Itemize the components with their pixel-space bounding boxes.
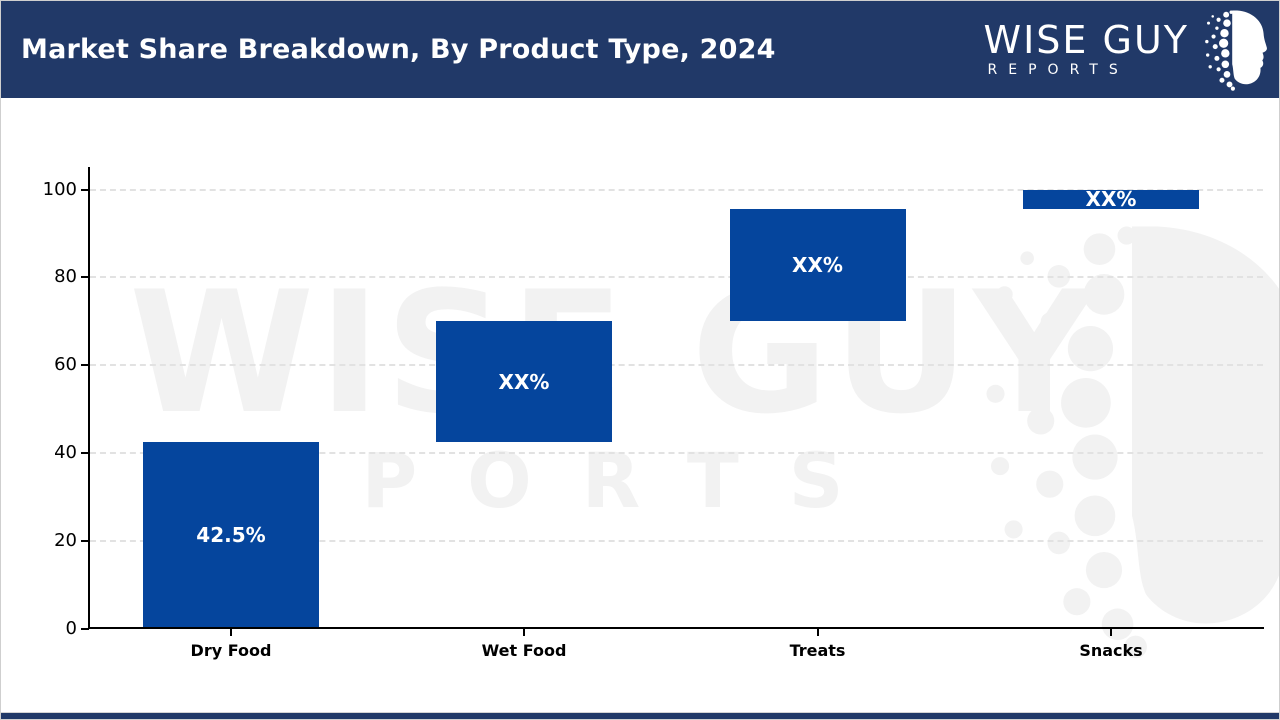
header-bar: Market Share Breakdown, By Product Type,… (1, 1, 1279, 98)
x-axis-line (88, 627, 1264, 629)
logo-text: WISE GUY REPORTS (983, 18, 1189, 78)
y-tick-label-80: 80 (54, 266, 77, 288)
page-title: Market Share Breakdown, By Product Type,… (21, 34, 776, 65)
bar-dry-food: 42.5% (143, 441, 319, 629)
y-tick-label-40: 40 (54, 441, 77, 463)
bar-wet-food: XX% (436, 321, 612, 442)
bar-treats: XX% (729, 209, 906, 322)
y-tick-label-20: 20 (54, 529, 77, 551)
x-tick-snacks (1110, 629, 1112, 636)
y-tick-0 (81, 627, 89, 630)
bar-value-label: 42.5% (196, 523, 266, 548)
logo-wordmark: WISE GUY (983, 18, 1189, 63)
logo-subtitle: REPORTS (987, 61, 1129, 78)
x-tick-treats (816, 629, 819, 636)
y-tick-100 (81, 188, 89, 191)
x-tick-label-snacks: Snacks (1079, 641, 1143, 660)
gridline-80 (90, 276, 1263, 279)
footer-bar (1, 712, 1279, 719)
y-tick-label-100: 100 (42, 178, 77, 200)
x-tick-label-treats: Treats (789, 641, 846, 660)
bar-value-label: XX% (1085, 187, 1137, 212)
gridline-60 (90, 364, 1263, 367)
y-tick-20 (81, 539, 89, 542)
wise-guy-logo: WISE GUY REPORTS (984, 8, 1279, 92)
bar-value-label: XX% (792, 253, 843, 278)
y-tick-40 (81, 451, 89, 454)
x-tick-label-wet-food: Wet Food (481, 641, 567, 660)
gridline-20 (90, 539, 1263, 542)
y-tick-label-60: 60 (54, 354, 77, 376)
y-tick-80 (81, 276, 89, 279)
x-tick-dry-food (230, 629, 232, 636)
y-tick-label-0: 0 (65, 617, 77, 639)
x-tick-wet-food (523, 629, 525, 636)
y-axis-line (88, 167, 90, 629)
x-tick-label-dry-food: Dry Food (190, 641, 272, 660)
bar-value-label: XX% (498, 369, 550, 394)
y-tick-60 (81, 364, 89, 367)
bar-snacks: XX% (1023, 187, 1199, 212)
gridline-40 (90, 451, 1263, 454)
gridline-100 (90, 188, 1263, 191)
